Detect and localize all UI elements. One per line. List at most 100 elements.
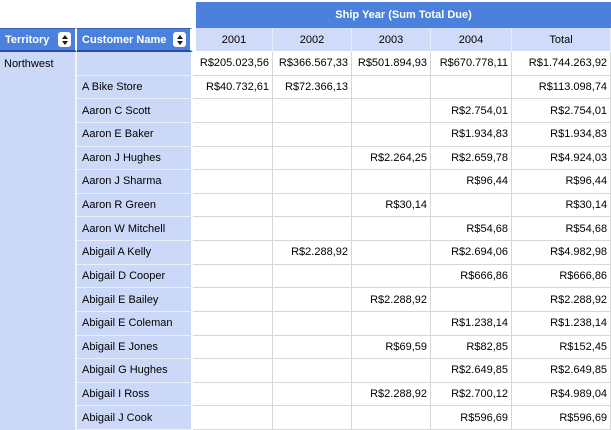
value-cell-2001: R$205.023,56 bbox=[193, 52, 273, 76]
table-row: Abigail E Bailey R$2.288,92 R$2.288,92 bbox=[0, 288, 611, 312]
territory-column-header[interactable]: Territory bbox=[0, 28, 77, 52]
territory-group-cell: Northwest bbox=[0, 52, 77, 430]
value-cell-total: R$1.238,14 bbox=[512, 311, 611, 336]
value-cell-2003 bbox=[352, 264, 431, 289]
banner-row: Ship Year (Sum Total Due) bbox=[0, 0, 611, 28]
value-cell-2002 bbox=[273, 170, 352, 194]
table-row: Aaron J Hughes R$2.264,25 R$2.659,78 R$4… bbox=[0, 146, 611, 171]
value-cell-total: R$4.989,04 bbox=[512, 382, 611, 407]
value-cell-2003: R$2.264,25 bbox=[352, 146, 431, 171]
value-cell-2001 bbox=[193, 335, 273, 360]
value-cell-2002 bbox=[273, 382, 352, 407]
value-cell-2001 bbox=[193, 193, 273, 218]
value-cell-2002 bbox=[273, 99, 352, 123]
value-cell-2004: R$96,44 bbox=[431, 170, 512, 194]
sort-icon[interactable] bbox=[58, 32, 71, 47]
value-cell-2004 bbox=[431, 75, 512, 100]
value-cell-2004 bbox=[431, 193, 512, 218]
value-cell-2002: R$366.567,33 bbox=[273, 52, 352, 76]
value-cell-2003 bbox=[352, 170, 431, 194]
value-cell-2002: R$72.366,13 bbox=[273, 75, 352, 100]
customer-name-cell: Abigail J Cook bbox=[77, 406, 193, 430]
value-cell-2002 bbox=[273, 146, 352, 171]
value-cell-2003 bbox=[352, 311, 431, 336]
customer-name-cell: Aaron R Green bbox=[77, 193, 193, 218]
value-cell-2003: R$30,14 bbox=[352, 193, 431, 218]
value-cell-2003: R$501.894,93 bbox=[352, 52, 431, 76]
value-cell-total: R$4.924,03 bbox=[512, 146, 611, 171]
value-cell-2001 bbox=[193, 217, 273, 241]
value-cell-2001 bbox=[193, 406, 273, 430]
year-header-2003: 2003 bbox=[352, 28, 431, 52]
year-header-2004: 2004 bbox=[431, 28, 512, 52]
value-cell-2001 bbox=[193, 359, 273, 383]
value-cell-2003 bbox=[352, 217, 431, 241]
customer-name-cell: Abigail G Hughes bbox=[77, 359, 193, 383]
customer-name-cell: Aaron J Hughes bbox=[77, 146, 193, 171]
value-cell-2002 bbox=[273, 288, 352, 312]
value-cell-2004: R$2.754,01 bbox=[431, 99, 512, 123]
table-row: Abigail I Ross R$2.288,92 R$2.700,12 R$4… bbox=[0, 382, 611, 407]
customer-name-cell: Aaron C Scott bbox=[77, 99, 193, 123]
value-cell-2004: R$2.694,06 bbox=[431, 241, 512, 265]
value-cell-2003 bbox=[352, 99, 431, 123]
value-cell-2004: R$2.649,85 bbox=[431, 359, 512, 383]
customer-name-cell: Abigail E Bailey bbox=[77, 288, 193, 312]
table-row: Abigail D Cooper R$666,86 R$666,86 bbox=[0, 264, 611, 289]
value-cell-total: R$2.288,92 bbox=[512, 288, 611, 312]
customer-name-cell: Aaron J Sharma bbox=[77, 170, 193, 194]
table-row: Aaron C Scott R$2.754,01 R$2.754,01 bbox=[0, 99, 611, 123]
value-cell-2004 bbox=[431, 288, 512, 312]
value-cell-2001 bbox=[193, 264, 273, 289]
value-cell-2004: R$2.659,78 bbox=[431, 146, 512, 171]
value-cell-total: R$2.649,85 bbox=[512, 359, 611, 383]
value-cell-2002 bbox=[273, 193, 352, 218]
value-cell-2004: R$670.778,11 bbox=[431, 52, 512, 76]
table-row: Aaron W Mitchell R$54,68 R$54,68 bbox=[0, 217, 611, 241]
year-header-2002: 2002 bbox=[273, 28, 352, 52]
value-cell-2001 bbox=[193, 99, 273, 123]
value-cell-2002 bbox=[273, 406, 352, 430]
value-cell-2001 bbox=[193, 311, 273, 336]
value-cell-2003 bbox=[352, 75, 431, 100]
customer-name-column-header[interactable]: Customer Name bbox=[77, 28, 193, 52]
value-cell-2003: R$69,59 bbox=[352, 335, 431, 360]
value-cell-total: R$30,14 bbox=[512, 193, 611, 218]
value-cell-2003 bbox=[352, 241, 431, 265]
customer-name-cell: A Bike Store bbox=[77, 75, 193, 100]
table-row: Abigail E Coleman R$1.238,14 R$1.238,14 bbox=[0, 311, 611, 336]
value-cell-total: R$113.098,74 bbox=[512, 75, 611, 100]
value-cell-2004: R$2.700,12 bbox=[431, 382, 512, 407]
value-cell-2002: R$2.288,92 bbox=[273, 241, 352, 265]
value-cell-2002 bbox=[273, 311, 352, 336]
corner-spacer bbox=[0, 0, 193, 28]
value-cell-total: R$666,86 bbox=[512, 264, 611, 289]
value-cell-total: R$152,45 bbox=[512, 335, 611, 360]
customer-name-cell: Abigail I Ross bbox=[77, 382, 193, 407]
value-cell-total: R$1.744.263,92 bbox=[512, 52, 611, 76]
value-cell-2002 bbox=[273, 359, 352, 383]
value-cell-2001 bbox=[193, 170, 273, 194]
column-header-row: Territory Customer Name 2001 2002 2003 2… bbox=[0, 28, 611, 52]
value-cell-total: R$54,68 bbox=[512, 217, 611, 241]
value-cell-2002 bbox=[273, 217, 352, 241]
customer-name-cell: Abigail D Cooper bbox=[77, 264, 193, 289]
table-row: Aaron J Sharma R$96,44 R$96,44 bbox=[0, 170, 611, 194]
customer-name-cell: Aaron E Baker bbox=[77, 122, 193, 147]
value-cell-2001 bbox=[193, 122, 273, 147]
sort-icon[interactable] bbox=[173, 32, 186, 47]
table-row: Abigail J Cook R$596,69 R$596,69 bbox=[0, 406, 611, 430]
customer-name-cell: Abigail E Coleman bbox=[77, 311, 193, 336]
value-cell-2001 bbox=[193, 146, 273, 171]
table-row: Northwest R$205.023,56 R$366.567,33 R$50… bbox=[0, 52, 611, 430]
value-cell-2003: R$2.288,92 bbox=[352, 288, 431, 312]
table-row: Abigail E Jones R$69,59 R$82,85 R$152,45 bbox=[0, 335, 611, 360]
value-cell-total: R$596,69 bbox=[512, 406, 611, 430]
value-cell-2003 bbox=[352, 122, 431, 147]
value-cell-2004: R$82,85 bbox=[431, 335, 512, 360]
value-cell-2002 bbox=[273, 335, 352, 360]
customer-name-cell: Abigail E Jones bbox=[77, 335, 193, 360]
territory-header-label: Territory bbox=[5, 33, 50, 46]
value-cell-2004: R$596,69 bbox=[431, 406, 512, 430]
